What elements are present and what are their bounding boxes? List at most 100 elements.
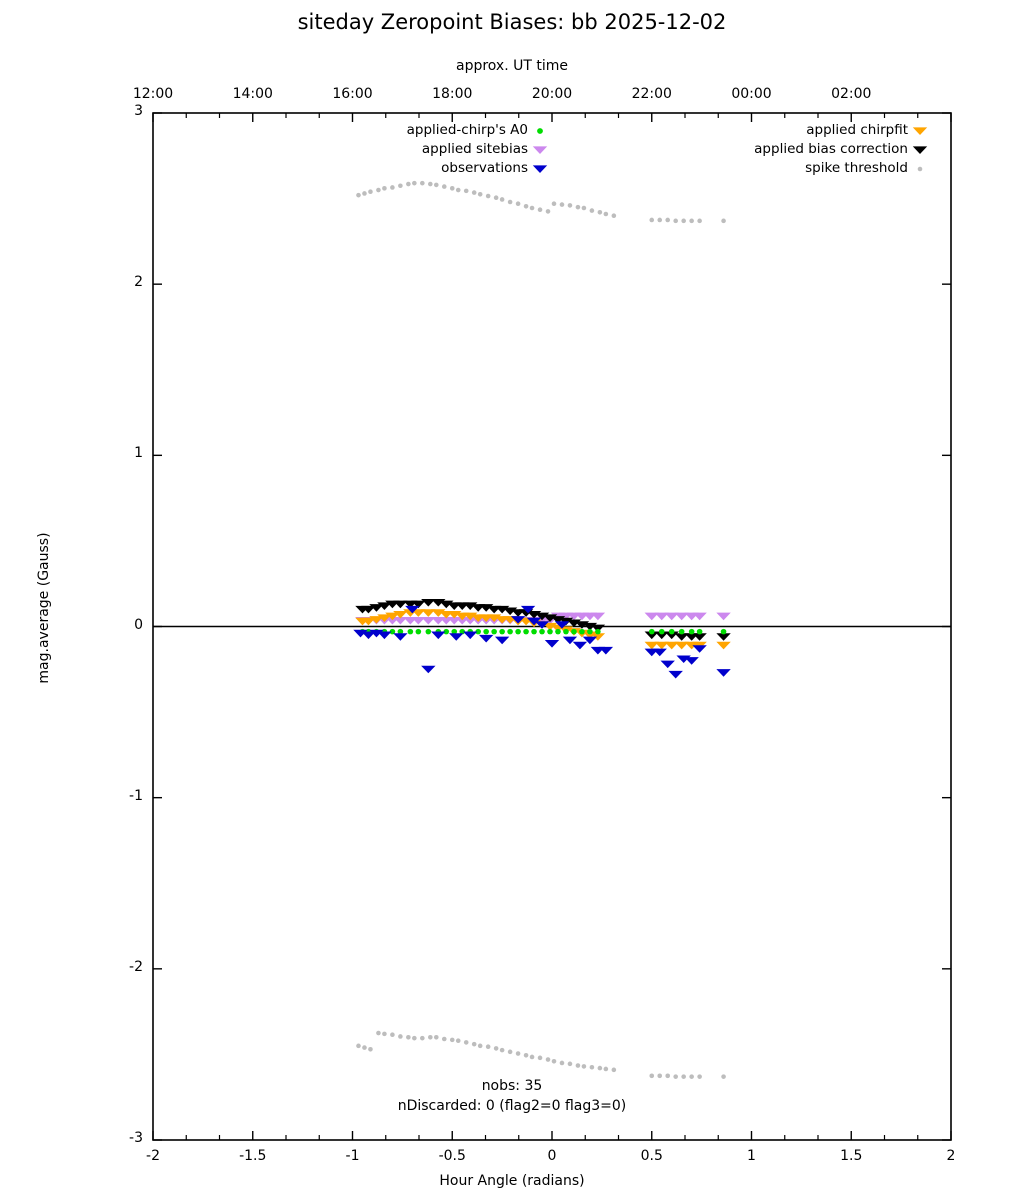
data-point [674,641,689,650]
top-tick-label: 22:00 [631,86,672,102]
data-point [611,1067,617,1073]
data-point [411,609,426,617]
data-point [579,628,585,635]
data-point [603,211,609,217]
data-point [425,628,432,635]
data-point [559,1060,565,1066]
data-point [603,1066,609,1072]
data-point [382,186,387,191]
data-point [377,614,392,622]
data-point [483,628,489,635]
legend-marker [537,128,543,134]
data-point [648,628,655,635]
data-point [567,1061,573,1067]
data-point [529,1054,535,1060]
data-point [692,612,707,621]
series-applied-chirp-s-a0 [359,628,727,635]
data-point [571,628,577,635]
data-point [428,1035,433,1040]
data-point [563,628,569,635]
data-point [406,181,411,187]
data-point [658,628,665,635]
data-point [455,1038,461,1044]
data-point [471,1041,477,1047]
data-point [406,1035,411,1040]
data-point [689,218,694,224]
data-point [455,187,461,193]
data-point [361,617,376,626]
data-point [412,1035,417,1041]
data-point [589,208,595,213]
data-point [555,628,561,635]
data-point [376,1030,381,1036]
data-point [572,641,588,650]
data-point [644,631,659,640]
legend-marker [912,127,928,136]
chart-title: siteday Zeropoint Biases: bb 2025-12-02 [297,10,727,34]
data-point [551,201,557,207]
data-point [539,628,545,635]
data-point [721,1074,726,1079]
top-tick-label: 02:00 [831,86,872,102]
data-point [398,183,403,189]
series-observations [353,605,731,679]
data-point [598,646,614,655]
data-point [654,641,669,650]
data-point [716,641,731,650]
data-point [689,1074,694,1079]
x-tick-label: 1 [747,1148,756,1164]
data-point [393,610,408,619]
data-point [377,631,392,640]
data-point [377,602,392,610]
legend-label: applied-chirp's A0 [406,122,528,138]
data-point [369,604,384,612]
series-spike-threshold-upper [356,180,726,224]
data-point [507,628,513,635]
top-tick-label: 12:00 [132,86,174,102]
data-point [507,1049,513,1055]
data-point [688,628,695,635]
data-point [451,628,458,635]
data-point [397,628,404,635]
data-point [368,189,373,195]
data-point [696,628,703,635]
data-point [545,1057,551,1062]
data-point [449,186,455,191]
data-point [389,628,396,635]
data-point [485,193,491,199]
data-point [681,1074,686,1079]
data-point [382,1031,387,1037]
data-point [644,612,659,621]
top-tick-label: 14:00 [232,86,273,102]
top-tick-label: 20:00 [531,86,573,102]
series-applied-bias-correction [355,598,731,641]
data-point [587,628,593,635]
data-point [590,624,606,633]
data-point [499,197,505,202]
data-point [523,1052,529,1058]
y-tick-label: 3 [134,103,143,119]
legend-label: observations [441,160,528,176]
data-point [678,628,685,635]
data-point [665,217,671,223]
top-tick-label: 18:00 [432,86,473,102]
data-point [463,188,469,194]
data-point [485,1044,491,1050]
data-point [356,1043,361,1049]
data-point [499,1047,505,1053]
data-point [376,187,381,193]
data-point [421,616,436,625]
data-point [443,628,450,635]
data-point [526,617,542,626]
series-spike-threshold-lower [356,1030,726,1079]
data-point [433,1035,439,1040]
data-point [692,645,707,653]
data-point [420,180,425,186]
annotation-ndiscarded: nDiscarded: 0 (flag2=0 flag3=0) [397,1098,627,1114]
legend-marker [532,146,548,155]
data-point [510,616,526,624]
data-point [697,218,702,224]
data-point [441,1036,447,1042]
